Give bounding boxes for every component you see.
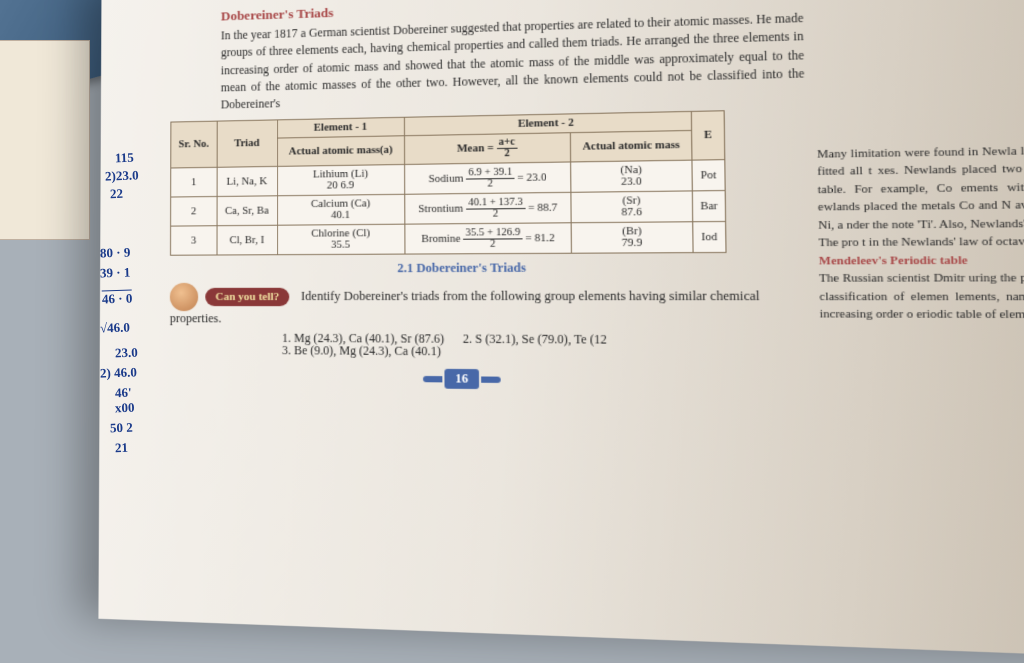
handwriting: 46 · 0 xyxy=(102,289,133,307)
mval: = 88.7 xyxy=(528,202,558,214)
cell: (Na)23.0 xyxy=(571,160,692,192)
handwriting: 39 · 1 xyxy=(100,264,131,281)
handwriting: 46' xyxy=(115,385,132,402)
handwriting: 21 xyxy=(115,440,129,456)
asym: (Br) xyxy=(622,226,642,238)
th-sr: Sr. No. xyxy=(171,121,217,168)
cell: Ca, Sr, Ba xyxy=(217,196,278,226)
frac-den: 2 xyxy=(497,149,518,160)
fd: 2 xyxy=(463,239,522,250)
handwriting: 2)23.0 xyxy=(105,167,139,184)
fd: 2 xyxy=(466,209,525,220)
th-e3: E xyxy=(691,111,724,160)
cell: 2 xyxy=(171,197,217,227)
right-subheading: Mendeleev's Periodic table xyxy=(819,250,1024,270)
amass: 23.0 xyxy=(621,176,642,188)
handwriting: 50 2 xyxy=(110,420,133,437)
handwriting: 115 xyxy=(115,150,134,167)
triads-table: Sr. No. Triad Element - 1 Element - 2 E … xyxy=(170,110,727,256)
cell: (Sr)87.6 xyxy=(571,191,692,223)
cell: 1 xyxy=(171,168,217,198)
th-elem1sub: Actual atomic mass(a) xyxy=(277,136,404,167)
cell: 3 xyxy=(171,226,217,256)
page-number: 16 xyxy=(444,369,479,389)
cell: Bar xyxy=(692,191,725,222)
asym: (Sr) xyxy=(622,195,640,207)
cell: Li, Na, K xyxy=(217,167,278,197)
th-elem1: Element - 1 xyxy=(277,118,404,139)
right-paragraph-2: The Russian scientist Dmitr uring the pe… xyxy=(819,269,1024,325)
cell: Cl, Br, I xyxy=(217,225,278,255)
handwriting: x00 xyxy=(115,400,135,417)
cell: Bromine 35.5 + 126.92 = 81.2 xyxy=(405,223,572,254)
mname: Strontium xyxy=(418,203,463,215)
mval: = 81.2 xyxy=(525,232,555,244)
handwriting: 22 xyxy=(110,186,124,202)
mean-label: Mean = xyxy=(457,143,494,155)
right-column: 2.2 Newla Many limitation were found in … xyxy=(803,0,1024,396)
e1mass: 6.9 xyxy=(340,180,354,191)
e1name: Chlorine (Cl) xyxy=(311,228,370,240)
cell: Iod xyxy=(693,222,726,253)
mval: = 23.0 xyxy=(517,172,546,184)
cell: Lithium (Li)20 6.9 xyxy=(277,165,405,196)
cell: Pot xyxy=(692,160,725,191)
e1mass: 40.1 xyxy=(331,210,350,221)
handwriting: √46.0 xyxy=(100,319,130,336)
can-you-tell-badge: Can you tell? xyxy=(205,288,289,306)
intro-paragraph: In the year 1817 a German scientist Dobe… xyxy=(221,10,805,114)
cell: (Br)79.9 xyxy=(572,222,694,253)
sub-heading: 2.1 Dobereiner's Triads xyxy=(140,259,808,277)
table-row: 3 Cl, Br, I Chlorine (Cl)35.5 Bromine 35… xyxy=(171,222,726,256)
cell: Strontium 40.1 + 137.32 = 88.7 xyxy=(405,193,572,225)
exercise-item: 2. S (32.1), Se (79.0), Te (12 xyxy=(463,334,607,347)
cell: Chlorine (Cl)35.5 xyxy=(277,224,405,255)
handwriting: 80 · 9 xyxy=(100,244,131,261)
e1name: Calcium (Ca) xyxy=(311,199,370,211)
mname: Bromine xyxy=(421,233,460,245)
textbook-page: Musical Note Do (Sa) Re (Re) (Ga) Elemen… xyxy=(98,0,1024,661)
main-column: Dobereiner's Triads In the year 1817 a G… xyxy=(139,0,809,393)
prefix: 20 xyxy=(327,181,338,192)
exercise-item: 3. Be (9.0), Mg (24.3), Ca (40.1) xyxy=(282,345,441,358)
face-icon xyxy=(170,283,198,311)
cell: Calcium (Ca)40.1 xyxy=(277,195,405,226)
e1name: Lithium (Li) xyxy=(313,169,368,181)
handwriting: 2) 46.0 xyxy=(100,364,137,381)
amass: 79.9 xyxy=(622,238,643,250)
e1mass: 35.5 xyxy=(331,240,350,251)
background-book-2 xyxy=(0,40,90,240)
amass: 87.6 xyxy=(621,207,642,219)
cell: Sodium 6.9 + 39.12 = 23.0 xyxy=(405,162,572,194)
mname: Sodium xyxy=(428,173,463,185)
th-triad: Triad xyxy=(217,120,278,167)
handwriting: 23.0 xyxy=(115,345,138,362)
asym: (Na) xyxy=(620,165,642,177)
th-mean: Mean = a+c2 xyxy=(405,133,571,165)
right-paragraph: Many limitation were found in Newla ly u… xyxy=(817,140,1024,252)
table-row: 2 Ca, Sr, Ba Calcium (Ca)40.1 Strontium … xyxy=(171,191,726,227)
exercise-item: 1. Mg (24.3), Ca (40.1), Sr (87.6) xyxy=(282,333,444,346)
th-actual: Actual atomic mass xyxy=(571,131,692,162)
fd: 2 xyxy=(466,179,514,190)
